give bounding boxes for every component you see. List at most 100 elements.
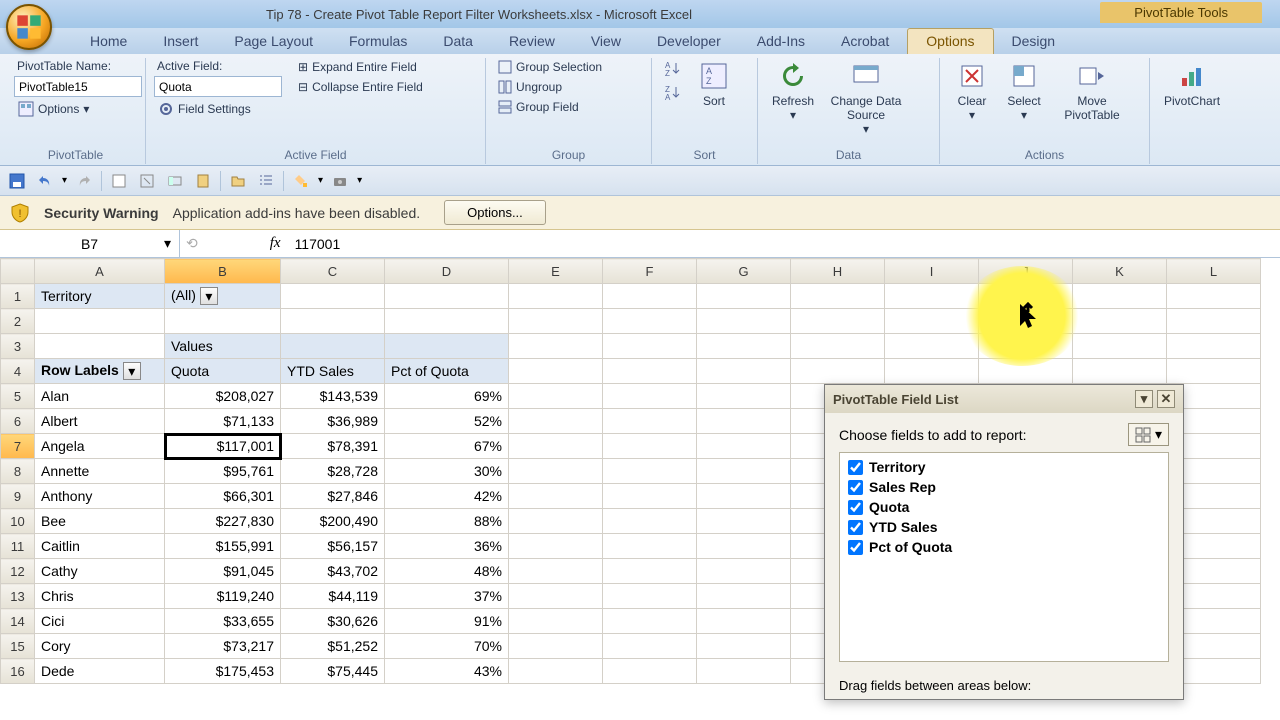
- data-quota-cell[interactable]: $95,761: [165, 459, 281, 484]
- qat-btn-1[interactable]: [108, 170, 130, 192]
- data-ytd-cell[interactable]: $51,252: [281, 634, 385, 659]
- name-box[interactable]: B7 ▾: [0, 230, 180, 258]
- row-header-4[interactable]: 4: [1, 359, 35, 384]
- data-ytd-cell[interactable]: $200,490: [281, 509, 385, 534]
- data-quota-cell[interactable]: $71,133: [165, 409, 281, 434]
- data-name-cell[interactable]: Alan: [35, 384, 165, 409]
- data-quota-cell[interactable]: $227,830: [165, 509, 281, 534]
- save-button[interactable]: [6, 170, 28, 192]
- row-header-11[interactable]: 11: [1, 534, 35, 559]
- col-quota-header[interactable]: Quota: [165, 359, 281, 384]
- field-checkbox[interactable]: [848, 540, 863, 555]
- col-ytd-header[interactable]: YTD Sales: [281, 359, 385, 384]
- data-quota-cell[interactable]: $208,027: [165, 384, 281, 409]
- tab-review[interactable]: Review: [491, 29, 573, 54]
- data-name-cell[interactable]: Caitlin: [35, 534, 165, 559]
- row-header-2[interactable]: 2: [1, 309, 35, 334]
- filter-territory-value[interactable]: (All)▾: [165, 284, 281, 309]
- data-pct-cell[interactable]: 52%: [385, 409, 509, 434]
- field-list-titlebar[interactable]: PivotTable Field List ▾ ✕: [825, 385, 1183, 413]
- row-header-1[interactable]: 1: [1, 284, 35, 309]
- data-ytd-cell[interactable]: $28,728: [281, 459, 385, 484]
- data-name-cell[interactable]: Anthony: [35, 484, 165, 509]
- data-quota-cell[interactable]: $66,301: [165, 484, 281, 509]
- data-quota-cell[interactable]: $73,217: [165, 634, 281, 659]
- field-quota[interactable]: Quota: [844, 497, 1164, 517]
- row-header-12[interactable]: 12: [1, 559, 35, 584]
- field-sales-rep[interactable]: Sales Rep: [844, 477, 1164, 497]
- tab-insert[interactable]: Insert: [145, 29, 216, 54]
- camera-button[interactable]: [329, 170, 351, 192]
- collapse-field-button[interactable]: ⊟Collapse Entire Field: [294, 78, 427, 96]
- chevron-down-icon[interactable]: ▾: [164, 235, 171, 252]
- active-field-input[interactable]: [154, 76, 282, 97]
- data-name-cell[interactable]: Angela: [35, 434, 165, 459]
- field-checkbox[interactable]: [848, 500, 863, 515]
- data-pct-cell[interactable]: 70%: [385, 634, 509, 659]
- pivottable-name-input[interactable]: [14, 76, 142, 97]
- column-header-K[interactable]: K: [1073, 259, 1167, 284]
- data-ytd-cell[interactable]: $27,846: [281, 484, 385, 509]
- fx-icon[interactable]: fx: [270, 235, 281, 252]
- pivotchart-button[interactable]: PivotChart: [1158, 58, 1226, 110]
- data-pct-cell[interactable]: 91%: [385, 609, 509, 634]
- data-ytd-cell[interactable]: $78,391: [281, 434, 385, 459]
- field-territory[interactable]: Territory: [844, 457, 1164, 477]
- data-quota-cell[interactable]: $155,991: [165, 534, 281, 559]
- column-header-D[interactable]: D: [385, 259, 509, 284]
- column-header-I[interactable]: I: [885, 259, 979, 284]
- column-header-G[interactable]: G: [697, 259, 791, 284]
- data-ytd-cell[interactable]: $36,989: [281, 409, 385, 434]
- ungroup-button[interactable]: Ungroup: [494, 78, 606, 96]
- column-header-F[interactable]: F: [603, 259, 697, 284]
- qat-btn-2[interactable]: [136, 170, 158, 192]
- chevron-down-icon[interactable]: ▾: [318, 175, 323, 186]
- pivottable-field-list[interactable]: PivotTable Field List ▾ ✕ Choose fields …: [824, 384, 1184, 700]
- data-pct-cell[interactable]: 88%: [385, 509, 509, 534]
- filter-dropdown-icon[interactable]: ▾: [200, 287, 218, 305]
- column-header-J[interactable]: J: [979, 259, 1073, 284]
- list-button[interactable]: [255, 170, 277, 192]
- tab-options[interactable]: Options: [907, 28, 993, 54]
- expand-field-button[interactable]: ⊞Expand Entire Field: [294, 58, 427, 76]
- data-name-cell[interactable]: Annette: [35, 459, 165, 484]
- data-ytd-cell[interactable]: $30,626: [281, 609, 385, 634]
- cancel-formula-icon[interactable]: ⟲: [186, 235, 198, 252]
- move-pivottable-button[interactable]: Move PivotTable: [1052, 58, 1132, 124]
- paste-button[interactable]: [192, 170, 214, 192]
- tab-home[interactable]: Home: [72, 29, 145, 54]
- row-labels-dropdown-icon[interactable]: ▾: [123, 362, 141, 380]
- formula-input[interactable]: 117001: [287, 236, 1280, 252]
- data-name-cell[interactable]: Dede: [35, 659, 165, 684]
- filter-territory-label[interactable]: Territory: [35, 284, 165, 309]
- tab-acrobat[interactable]: Acrobat: [823, 29, 907, 54]
- row-header-13[interactable]: 13: [1, 584, 35, 609]
- column-header-H[interactable]: H: [791, 259, 885, 284]
- office-button[interactable]: [6, 4, 52, 50]
- row-header-10[interactable]: 10: [1, 509, 35, 534]
- field-ytd-sales[interactable]: YTD Sales: [844, 517, 1164, 537]
- data-quota-cell[interactable]: $119,240: [165, 584, 281, 609]
- row-labels-header[interactable]: Row Labels▾: [35, 359, 165, 384]
- sort-button[interactable]: AZ Sort: [690, 58, 738, 110]
- row-header-7[interactable]: 7: [1, 434, 35, 459]
- data-pct-cell[interactable]: 36%: [385, 534, 509, 559]
- clear-button[interactable]: Clear▾: [948, 58, 996, 124]
- data-pct-cell[interactable]: 48%: [385, 559, 509, 584]
- tab-data[interactable]: Data: [425, 29, 491, 54]
- options-button[interactable]: Options ▾: [14, 99, 142, 119]
- tab-design[interactable]: Design: [994, 29, 1074, 54]
- data-ytd-cell[interactable]: $143,539: [281, 384, 385, 409]
- data-name-cell[interactable]: Cathy: [35, 559, 165, 584]
- data-ytd-cell[interactable]: $75,445: [281, 659, 385, 684]
- tab-add-ins[interactable]: Add-Ins: [739, 29, 823, 54]
- tab-developer[interactable]: Developer: [639, 29, 739, 54]
- change-data-source-button[interactable]: Change Data Source▾: [824, 58, 908, 138]
- data-pct-cell[interactable]: 37%: [385, 584, 509, 609]
- field-settings-button[interactable]: Field Settings: [154, 99, 282, 119]
- select-all-corner[interactable]: [1, 259, 35, 284]
- data-ytd-cell[interactable]: $56,157: [281, 534, 385, 559]
- sort-desc-button[interactable]: ZA: [660, 82, 686, 104]
- column-header-L[interactable]: L: [1167, 259, 1261, 284]
- refresh-button[interactable]: Refresh▾: [766, 58, 820, 124]
